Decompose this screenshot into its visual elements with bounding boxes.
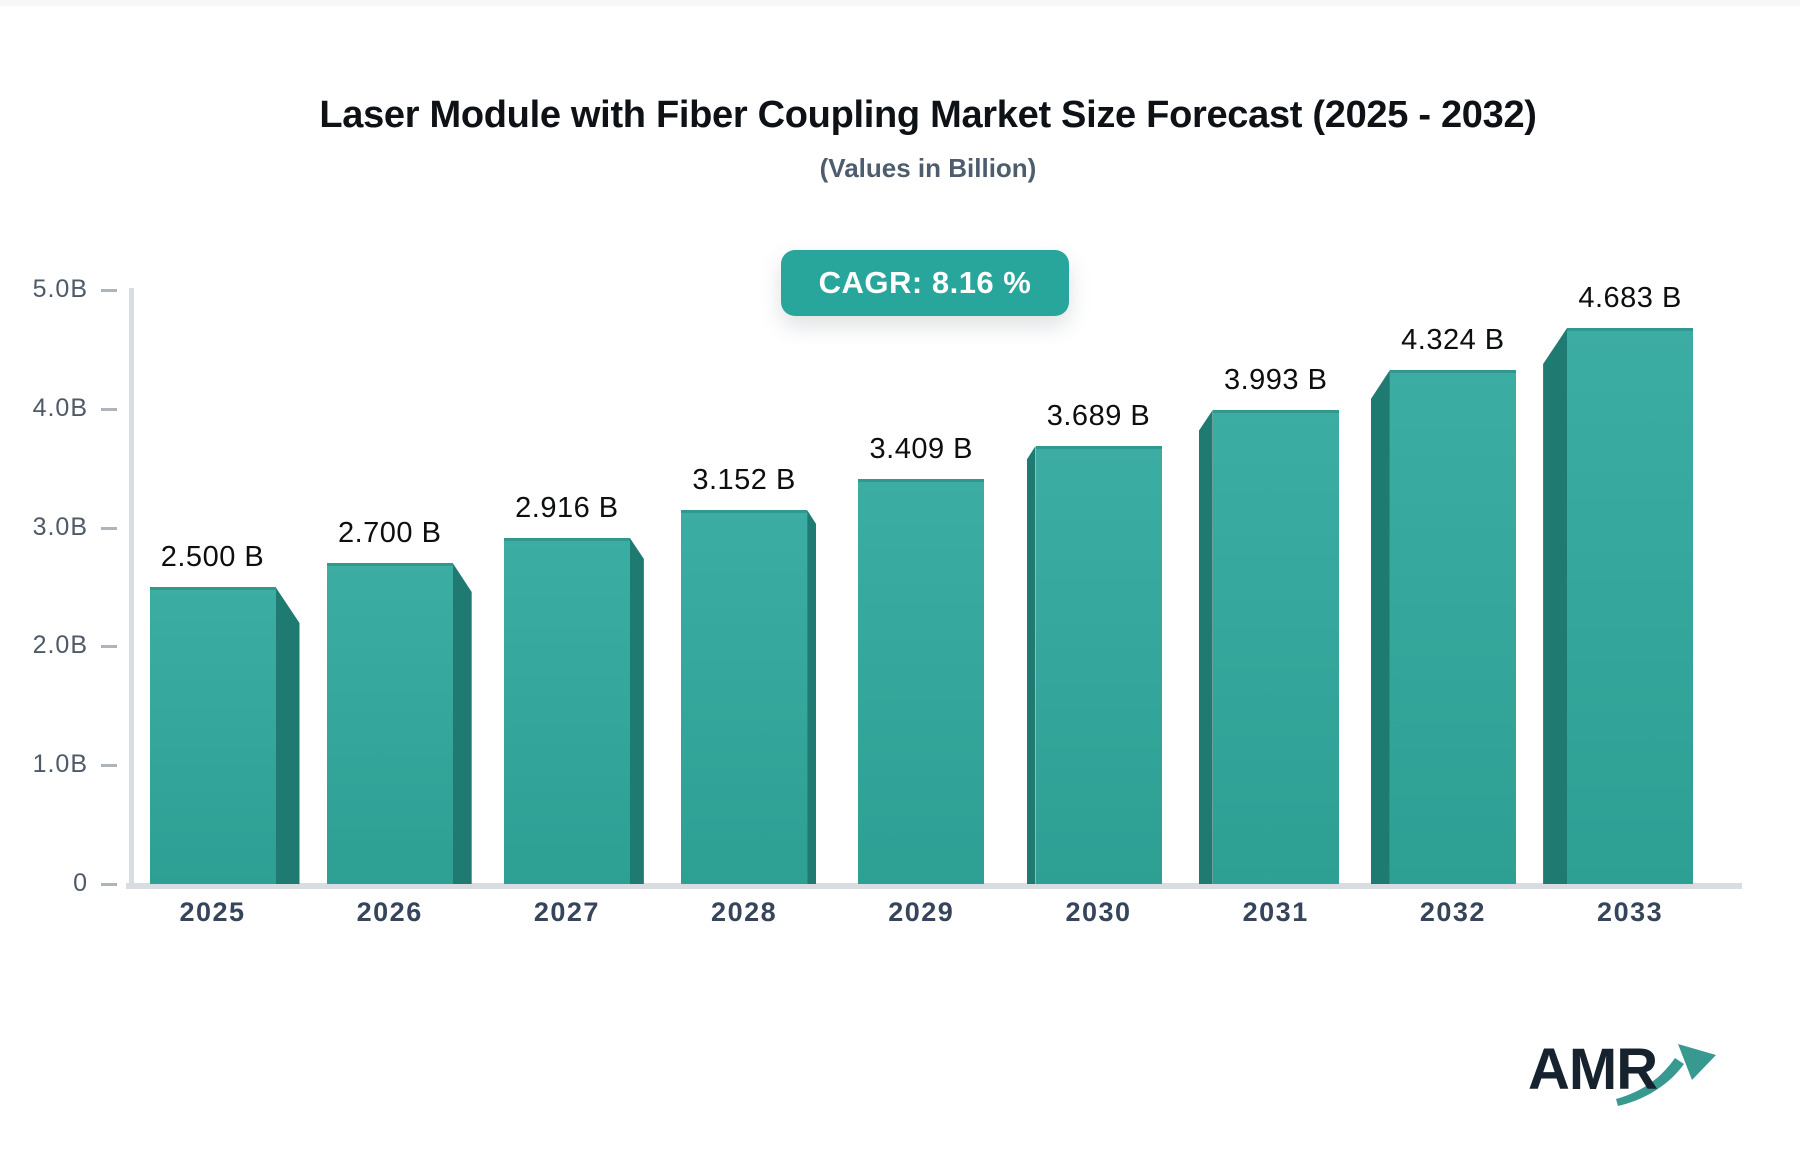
bar — [326, 563, 453, 884]
y-tick-dash — [101, 883, 117, 886]
y-tick-label: 0 — [73, 869, 88, 897]
bar-side-face — [1370, 370, 1390, 884]
y-tick-dash — [101, 526, 117, 530]
y-axis-line — [129, 288, 134, 884]
bar-side-face — [1026, 446, 1036, 884]
x-axis-line — [126, 883, 1742, 889]
page-top-border — [0, 0, 1800, 6]
bar — [503, 538, 630, 884]
bar-value-label: 2.916 B — [515, 492, 619, 524]
bar-side-face — [1543, 328, 1568, 884]
bar-side-face — [629, 538, 644, 884]
bar-side-face — [452, 563, 472, 884]
x-tick-label: 2033 — [1597, 897, 1664, 927]
bar — [149, 587, 276, 884]
y-tick-label: 3.0B — [32, 512, 88, 541]
x-tick-label: 2025 — [179, 897, 246, 927]
y-tick-label: 1.0B — [32, 750, 88, 779]
cagr-badge-row: CAGR: 8.16 % — [50, 250, 1800, 316]
bar — [1567, 328, 1694, 884]
y-tick-label: 4.0B — [32, 393, 88, 422]
growth-arrow-icon — [1616, 1044, 1716, 1106]
bar — [1212, 410, 1339, 884]
bar — [681, 510, 808, 884]
bar-value-label: 3.689 B — [1046, 400, 1151, 432]
bar-value-label: 2.500 B — [160, 541, 265, 573]
x-tick-label: 2030 — [1065, 897, 1132, 927]
x-tick-label: 2031 — [1242, 897, 1309, 927]
x-tick-label: 2026 — [356, 897, 423, 927]
bar-value-label: 4.683 B — [1578, 282, 1682, 314]
bar-side-face — [275, 587, 300, 884]
y-tick-dash — [101, 289, 117, 292]
y-tick-dash — [101, 764, 117, 768]
bar-value-label: 3.152 B — [692, 464, 796, 496]
bar-side-face — [807, 510, 817, 884]
bar — [1389, 370, 1516, 884]
y-tick-label: 2.0B — [32, 631, 88, 660]
bar — [858, 479, 985, 884]
x-tick-label: 2028 — [711, 897, 778, 927]
y-tick-dash — [101, 645, 117, 649]
chart-title: Laser Module with Fiber Coupling Market … — [319, 94, 1537, 136]
x-tick-label: 2032 — [1419, 897, 1486, 927]
bar — [1035, 446, 1162, 884]
cagr-badge: CAGR: 8.16 % — [780, 250, 1070, 316]
amr-logo-text: AMR — [1528, 1037, 1658, 1102]
amr-logo: AMR — [1528, 1036, 1718, 1116]
x-tick-label: 2027 — [533, 897, 600, 927]
chart-header: Laser Module with Fiber Coupling Market … — [56, 94, 1800, 184]
bar-side-face — [1198, 410, 1213, 884]
chart-subtitle: (Values in Billion) — [819, 153, 1037, 183]
bar-value-label: 3.993 B — [1223, 364, 1328, 396]
y-tick-dash — [101, 407, 117, 411]
bar-value-label: 2.700 B — [337, 517, 442, 549]
x-tick-label: 2029 — [888, 897, 955, 927]
bar-value-label: 3.409 B — [869, 433, 974, 465]
bar-value-label: 4.324 B — [1401, 324, 1505, 356]
y-tick-label: 5.0B — [32, 275, 88, 303]
